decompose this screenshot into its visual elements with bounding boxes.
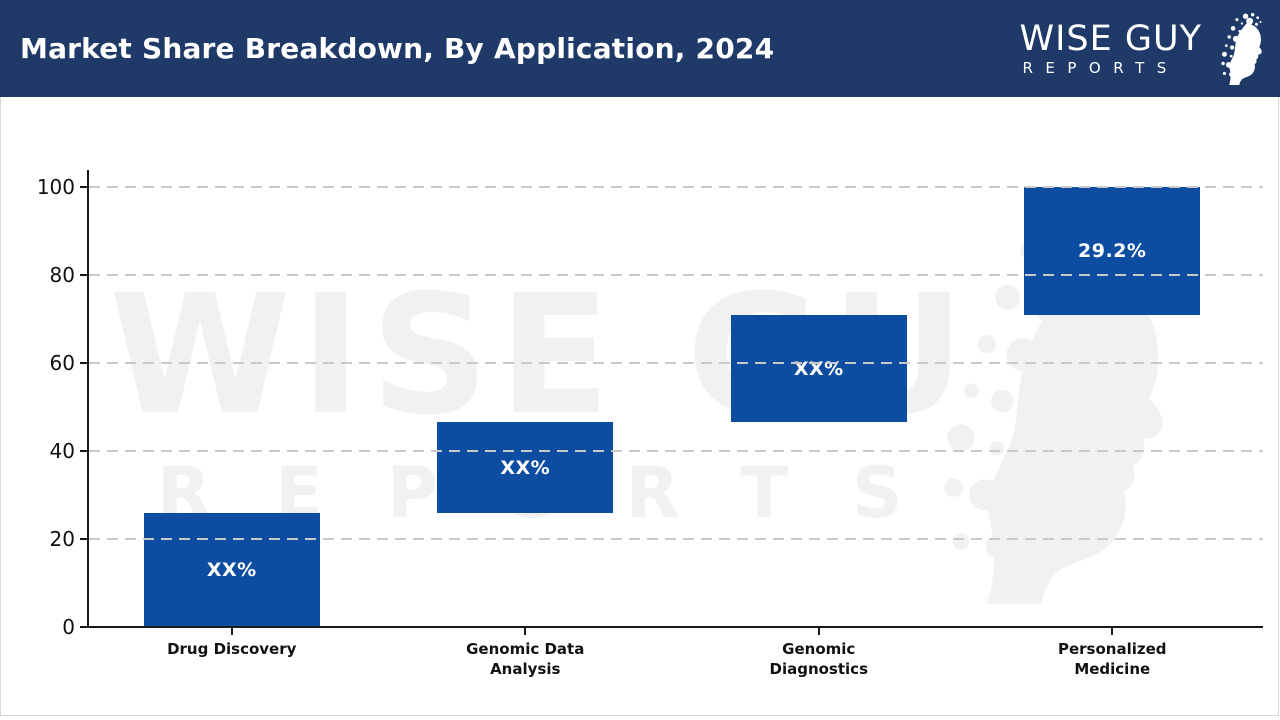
y-axis-tick-label: 40 [49,439,75,463]
x-axis-category-label: Personalized Medicine [1057,640,1167,678]
bar-segment: XX% [143,513,320,627]
x-axis-tick [524,628,527,635]
y-axis-tick [80,450,89,452]
gridline [89,450,1263,452]
y-axis-tick [80,538,89,540]
y-axis-tick-label: 0 [62,615,75,639]
logo-brand-subtitle: REPORTS [1022,59,1179,78]
page-title: Market Share Breakdown, By Application, … [20,32,775,65]
bar-value-label: XX% [206,559,257,582]
y-axis-tick-label: 100 [36,175,75,199]
y-axis-tick [80,186,89,188]
y-axis-tick-label: 60 [49,351,75,375]
y-axis-tick [80,626,89,628]
y-axis-line [87,170,89,628]
x-axis-line [87,626,1263,628]
gridline [89,538,1263,540]
x-axis-tick [817,628,820,635]
x-axis-tick [1111,628,1114,635]
x-axis-tick [230,628,233,635]
y-axis-tick-label: 80 [49,263,75,287]
x-axis-category-label: Genomic Data Analysis [466,640,585,678]
gridline [89,274,1263,276]
y-axis-tick [80,274,89,276]
bar-segment: 29.2% [1024,187,1201,316]
plot-area: 0 20 40 60 80 100 XX% Drug Discovery XX% Genomic … [1,97,1278,715]
bar-value-label: 29.2% [1078,240,1147,263]
brand-logo: WISE GUY REPORTS [1019,8,1264,90]
y-axis-tick [80,362,89,364]
gridline [89,362,1263,364]
header-bar: Market Share Breakdown, By Application, … [0,0,1280,97]
logo-wordmark: WISE GUY REPORTS [1019,18,1202,78]
logo-brand-name: WISE GUY [1019,18,1202,59]
x-axis-category-label: Genomic Diagnostics [769,640,869,678]
bar-value-label: XX% [500,456,551,479]
logo-face-icon [1221,12,1262,85]
bar-segment: XX% [730,315,907,423]
bar-segment: XX% [437,422,614,514]
y-axis-tick-label: 20 [49,527,75,551]
x-axis-category-label: Drug Discovery [167,640,297,658]
gridline [89,186,1263,188]
